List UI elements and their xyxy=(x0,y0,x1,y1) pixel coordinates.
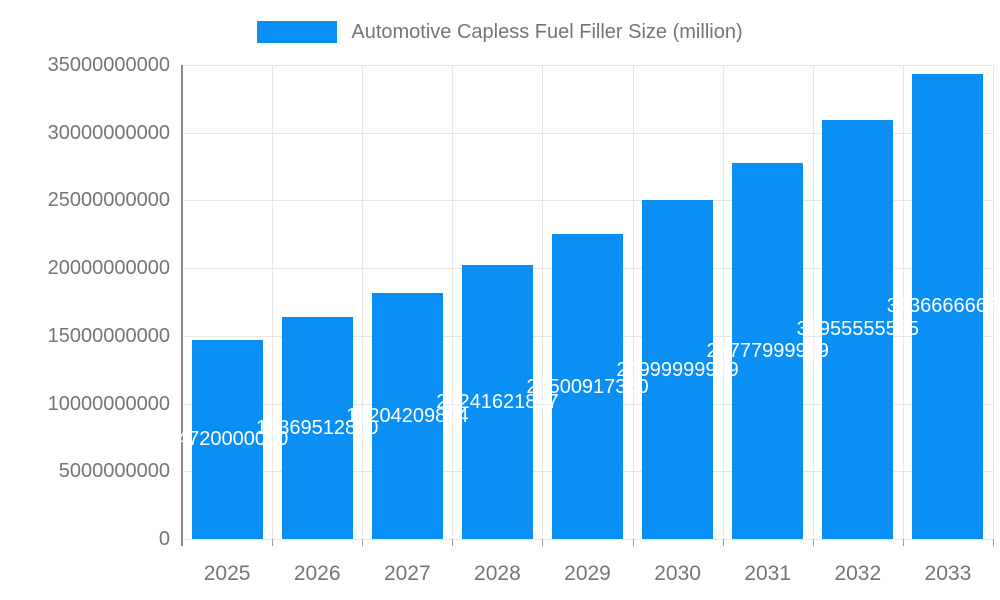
y-tick-label: 25000000000 xyxy=(47,189,170,212)
x-gridline xyxy=(632,65,634,539)
x-tick-label-2031: 2031 xyxy=(744,562,792,585)
x-tick-label-2029: 2029 xyxy=(564,562,611,585)
bar-2033[interactable] xyxy=(912,73,984,539)
x-tick-label-2026: 2026 xyxy=(293,562,341,585)
legend-swatch[interactable] xyxy=(257,21,338,43)
bar-2025[interactable] xyxy=(191,339,263,539)
x-gridline xyxy=(993,65,994,539)
bar-2026[interactable] xyxy=(281,317,353,539)
bar-value-label: 27777999999 xyxy=(706,339,829,362)
y-gridline xyxy=(182,539,993,540)
bar-value-label: 30955555555 xyxy=(796,318,919,341)
x-tick-label-2025: 2025 xyxy=(203,562,251,585)
x-axis-tick xyxy=(632,539,634,546)
x-axis-tick xyxy=(452,539,454,546)
bar-value-label: 18204209804 xyxy=(346,404,469,427)
x-tick-label-2027: 2027 xyxy=(383,562,431,585)
bar-value-label: 24999999999 xyxy=(616,358,739,381)
y-tick-label: 30000000000 xyxy=(47,121,170,144)
legend: Automotive Capless Fuel Filler Size (mil… xyxy=(0,18,1000,46)
x-tick-label-2033: 2033 xyxy=(924,562,972,585)
x-axis-tick xyxy=(722,539,724,546)
bar-value-label: 14720000000 xyxy=(165,428,289,451)
x-axis-tick xyxy=(272,539,274,546)
y-gridline xyxy=(182,132,993,134)
y-tick-label: 5000000000 xyxy=(58,460,170,483)
bar-2028[interactable] xyxy=(461,264,533,539)
bar-2032[interactable] xyxy=(822,119,894,539)
y-gridline xyxy=(182,65,993,66)
x-axis-tick xyxy=(993,539,994,546)
bar-2031[interactable] xyxy=(732,162,804,539)
x-gridline xyxy=(272,65,274,539)
bar-value-label: 20241621897 xyxy=(436,390,559,413)
x-gridline xyxy=(362,65,364,539)
bar-value-label: 22500917360 xyxy=(526,375,649,398)
x-gridline xyxy=(542,65,544,539)
bar-value-label: 34366666667 xyxy=(886,295,1000,318)
y-tick-label: 15000000000 xyxy=(47,324,170,347)
x-tick-label-2032: 2032 xyxy=(834,562,882,585)
x-axis-tick xyxy=(362,539,364,546)
x-axis-tick xyxy=(542,539,544,546)
x-tick-label-2028: 2028 xyxy=(474,562,521,585)
y-tick-label: 20000000000 xyxy=(47,257,170,280)
x-gridline xyxy=(452,65,454,539)
bar-2029[interactable] xyxy=(552,234,623,539)
x-axis-tick xyxy=(812,539,814,546)
y-tick-label: 35000000000 xyxy=(47,54,170,76)
y-tick-label: 0 xyxy=(158,528,170,550)
x-gridline xyxy=(722,65,724,539)
y-axis-line xyxy=(181,65,183,546)
bar-2027[interactable] xyxy=(371,292,443,539)
x-axis-tick xyxy=(902,539,904,546)
x-tick-label-2030: 2030 xyxy=(654,562,701,585)
x-gridline xyxy=(902,65,904,539)
y-gridline xyxy=(182,200,993,202)
legend-label[interactable]: Automotive Capless Fuel Filler Size (mil… xyxy=(351,20,743,43)
x-gridline xyxy=(812,65,814,539)
bar-value-label: 16369512800 xyxy=(256,417,379,440)
bar-2030[interactable] xyxy=(642,200,714,539)
y-tick-label: 10000000000 xyxy=(47,392,170,415)
